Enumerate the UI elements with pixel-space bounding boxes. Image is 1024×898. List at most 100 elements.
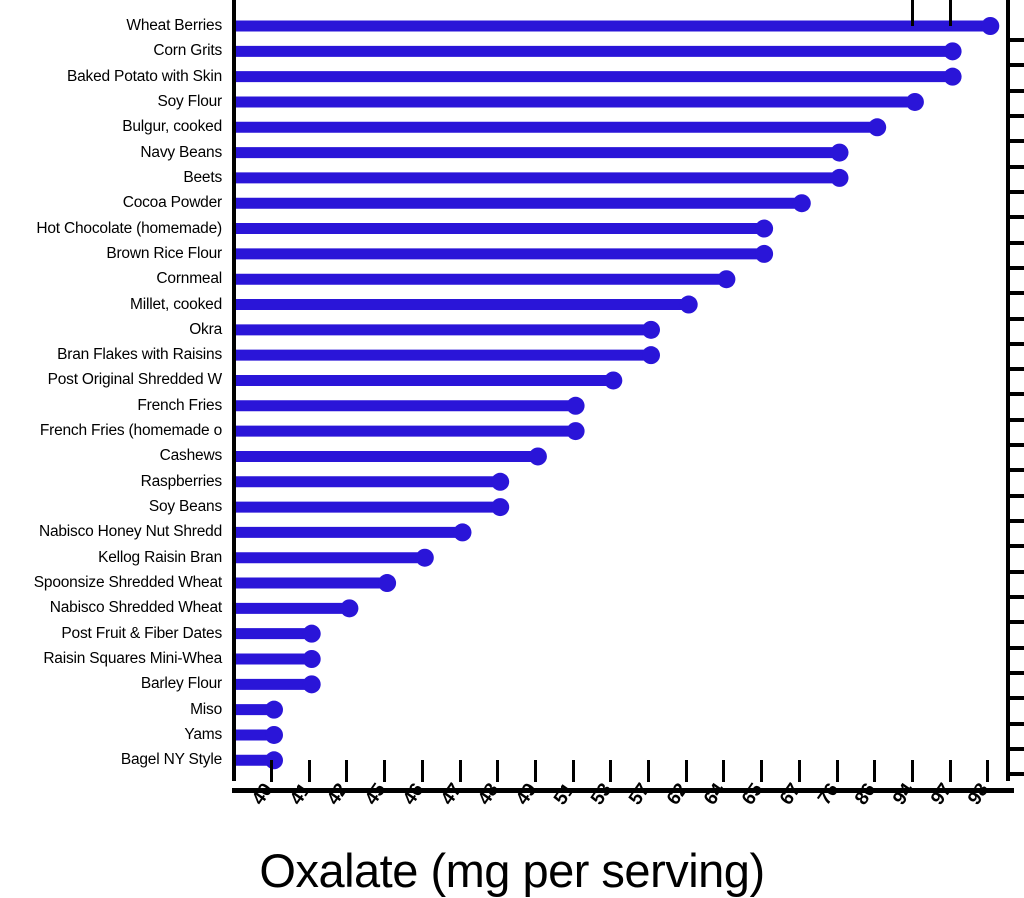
x-tick-label: 65 [738,779,768,810]
right-tick-mark [1010,493,1024,498]
bar-row [236,168,849,187]
category-label: Cornmeal [156,270,222,288]
bar-endpoint-dot [491,472,510,491]
plot-area [232,0,1010,781]
right-tick-mark [1010,595,1024,600]
bar-row [236,270,736,289]
x-tick-label: 76 [813,779,843,810]
bar-row [236,42,962,61]
x-axis-title: Oxalate (mg per serving) [259,844,765,897]
bar-endpoint-dot [830,143,849,162]
x-tick-label: 57 [625,779,655,810]
right-tick-mark [1010,569,1024,574]
bar-endpoint-dot [415,548,434,567]
category-label: Kellog Raisin Bran [98,548,222,566]
x-tick-label: 67 [775,779,806,810]
category-label: Post Original Shredded W [47,371,223,389]
right-tick-mark [1010,468,1024,473]
right-tick-mark [1010,367,1024,372]
category-label: Raspberries [140,472,223,490]
category-label: Bulgur, cooked [122,118,222,136]
x-tick-label: 51 [549,779,579,810]
bar-row [236,447,547,466]
right-tick-mark [1010,696,1024,701]
bar-row [236,700,283,719]
right-tick-mark [1010,63,1024,68]
category-label: Cashews [159,447,223,465]
bar-endpoint-dot [755,219,774,238]
bar-endpoint-dot [981,17,1000,35]
right-tick-mark [1010,38,1024,42]
bar-series-svg [236,17,1000,770]
right-tick-mark [1010,265,1024,270]
right-tick-mark [1010,443,1024,448]
x-tick-label: 41 [285,779,316,810]
category-label: Nabisco Shredded Wheat [49,599,222,617]
right-tick-mark [1010,164,1024,169]
category-label: Soy Flour [157,92,222,110]
right-axis-tick-marks [1010,0,1024,790]
bar-endpoint-dot [868,118,887,137]
x-tick-label: 46 [398,779,429,810]
bar-endpoint-dot [905,92,924,111]
right-tick-mark [1010,88,1024,93]
category-label: Beets [183,168,222,186]
right-tick-mark [1010,316,1024,321]
bar-row [236,118,887,137]
bar-endpoint-dot [453,523,472,542]
x-tick-label: 86 [851,779,881,810]
bar-endpoint-dot [642,346,660,365]
right-tick-mark [1010,113,1024,118]
category-label: Miso [190,700,222,718]
bar-endpoint-dot [830,168,849,187]
right-tick-mark [1010,519,1024,524]
bar-endpoint-dot [378,574,397,593]
bar-row [236,498,510,517]
x-tick-label: 42 [323,779,353,810]
bar-endpoint-dot [755,244,774,263]
category-label: Yams [184,725,222,743]
bar-row [236,472,510,491]
bar-endpoint-dot [566,396,585,415]
bar-row [236,599,359,618]
category-label: Bagel NY Style [120,751,222,769]
category-label: Brown Rice Flour [106,244,222,262]
x-axis-line [232,788,1014,793]
bar-row [236,295,698,314]
category-label: Hot Chocolate (homemade) [36,219,222,237]
bar-row [236,396,585,415]
category-axis-labels: Wheat Berries Corn Grits Baked Potato with… [0,0,228,790]
category-label: Navy Beans [140,143,222,161]
bar-row [236,67,962,86]
right-tick-mark [1010,671,1024,675]
bar-endpoint-dot [679,295,698,314]
bar-row [236,422,585,441]
bar-row [236,523,472,542]
right-tick-mark [1010,746,1024,751]
category-label: French Fries (homemade o [39,422,222,440]
right-tick-mark [1010,139,1024,144]
bar-endpoint-dot [265,751,283,770]
bar-row [236,92,924,111]
bar-row [236,371,623,390]
right-tick-mark [1010,392,1024,397]
x-tick-label: 53 [587,779,617,810]
category-label: Soy Beans [148,498,222,516]
bar-endpoint-dot [943,42,962,61]
bar-row [236,346,660,365]
category-label: Okra [189,320,222,338]
right-tick-mark [1010,215,1024,220]
bar-row [236,548,434,567]
category-label: French Fries [137,396,222,414]
right-tick-mark [1010,544,1024,549]
right-tick-mark [1010,645,1024,650]
bar-endpoint-dot [943,67,962,86]
category-label: Baked Potato with Skin [67,67,222,85]
category-label: Post Fruit & Fiber Dates [61,624,222,642]
category-label: Barley Flour [140,675,222,693]
bar-row [236,143,849,162]
right-tick-mark [1010,772,1024,777]
x-tick-label: 45 [361,779,391,810]
bar-endpoint-dot [265,725,283,744]
x-tick-label: 47 [436,779,466,810]
